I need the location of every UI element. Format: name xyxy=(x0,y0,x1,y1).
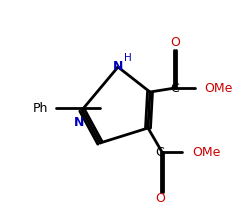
Text: N: N xyxy=(74,115,84,129)
Text: C: C xyxy=(170,81,179,95)
Text: OMe: OMe xyxy=(191,146,219,158)
Text: C: C xyxy=(155,146,164,158)
Text: N: N xyxy=(112,60,123,74)
Text: Ph: Ph xyxy=(32,101,47,115)
Text: O: O xyxy=(169,37,179,49)
Text: O: O xyxy=(154,192,164,204)
Text: H: H xyxy=(124,53,131,63)
Text: OMe: OMe xyxy=(203,81,231,95)
